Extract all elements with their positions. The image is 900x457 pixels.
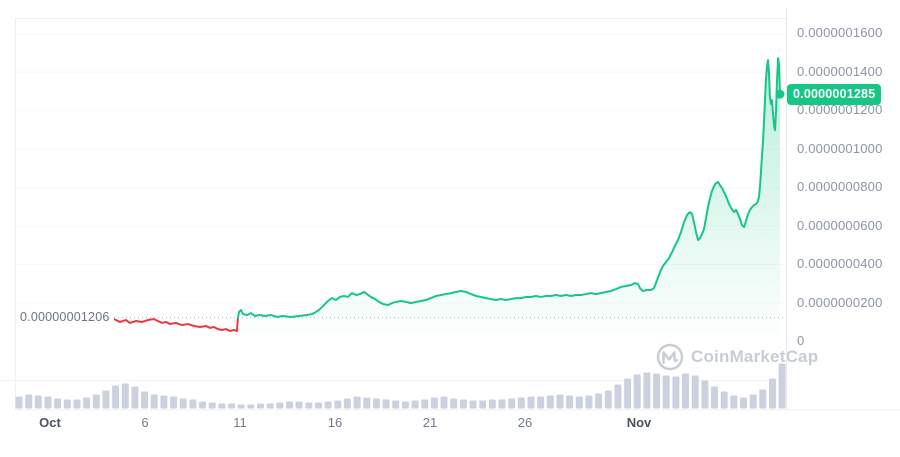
x-axis-label: 26 [517, 415, 533, 430]
last-price-dot [775, 89, 785, 99]
gridlines [15, 33, 786, 304]
y-axis-label: 0.0000000800 [797, 179, 883, 195]
x-axis-label: 16 [327, 415, 343, 430]
x-axis-label: 11 [233, 415, 247, 430]
baseline-price-label: 0.00000001206 [20, 309, 114, 324]
price-line-down [110, 317, 239, 332]
y-axis-label: 0.0000001600 [797, 25, 883, 41]
y-axis-label: 0.0000000600 [797, 217, 883, 233]
y-axis-label: 0.0000001400 [797, 63, 883, 79]
price-area-fill [237, 58, 780, 342]
x-axis-label: 6 [141, 415, 149, 430]
y-axis-label: 0.0000001000 [797, 140, 883, 156]
y-axis-label: 0.0000000200 [797, 294, 883, 310]
x-axis-label: Nov [626, 415, 652, 430]
price-line-up [236, 57, 781, 320]
current-price-badge: 0.0000001285 [787, 83, 882, 105]
y-axis-label: 0 [797, 333, 805, 348]
y-axis-label: 0.0000001200 [797, 102, 883, 118]
y-axis-label: 0.0000000400 [797, 256, 883, 272]
x-axis-label: Oct [39, 415, 61, 430]
coinmarketcap-logo-icon [656, 343, 684, 371]
x-axis-label: 21 [422, 415, 438, 430]
volume-bars [15, 363, 786, 409]
pane-borders [0, 8, 900, 411]
